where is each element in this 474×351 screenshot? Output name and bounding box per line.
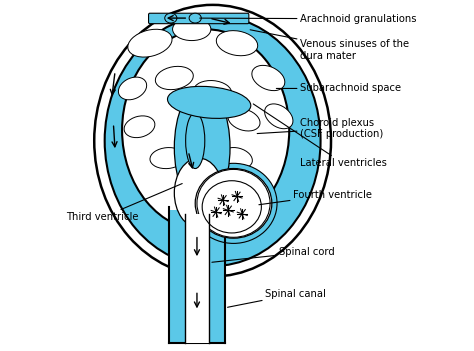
Text: Spinal cord: Spinal cord <box>212 247 335 262</box>
Ellipse shape <box>189 13 201 23</box>
Ellipse shape <box>186 113 205 168</box>
Ellipse shape <box>222 147 252 168</box>
Ellipse shape <box>189 155 222 175</box>
Ellipse shape <box>165 13 177 23</box>
Ellipse shape <box>155 66 193 90</box>
Text: Arachnoid granulations: Arachnoid granulations <box>200 14 416 24</box>
Polygon shape <box>169 210 225 343</box>
Text: Venous sinuses of the
dura mater: Venous sinuses of the dura mater <box>250 30 409 61</box>
Text: Fourth ventricle: Fourth ventricle <box>259 190 372 205</box>
Ellipse shape <box>216 31 258 56</box>
Ellipse shape <box>193 80 232 103</box>
Text: Third ventricle: Third ventricle <box>66 184 182 222</box>
Ellipse shape <box>228 108 260 131</box>
Text: Subarachnoid space: Subarachnoid space <box>276 84 401 93</box>
Ellipse shape <box>150 147 185 168</box>
Ellipse shape <box>122 29 289 231</box>
Polygon shape <box>185 214 209 343</box>
Ellipse shape <box>174 158 223 228</box>
Ellipse shape <box>105 15 320 266</box>
Ellipse shape <box>190 163 277 243</box>
Text: Choroid plexus
(CSF production): Choroid plexus (CSF production) <box>257 118 383 139</box>
Ellipse shape <box>167 86 251 118</box>
Ellipse shape <box>173 18 211 41</box>
Text: Spinal canal: Spinal canal <box>228 289 326 307</box>
Ellipse shape <box>252 65 285 91</box>
Ellipse shape <box>195 168 272 238</box>
Ellipse shape <box>264 104 293 129</box>
FancyBboxPatch shape <box>148 13 249 24</box>
Ellipse shape <box>124 116 155 138</box>
Ellipse shape <box>118 77 146 100</box>
Text: Lateral ventricles: Lateral ventricles <box>253 104 387 168</box>
Ellipse shape <box>128 29 172 57</box>
Ellipse shape <box>94 5 331 277</box>
Ellipse shape <box>202 181 261 233</box>
Ellipse shape <box>197 170 270 237</box>
Ellipse shape <box>174 87 230 208</box>
